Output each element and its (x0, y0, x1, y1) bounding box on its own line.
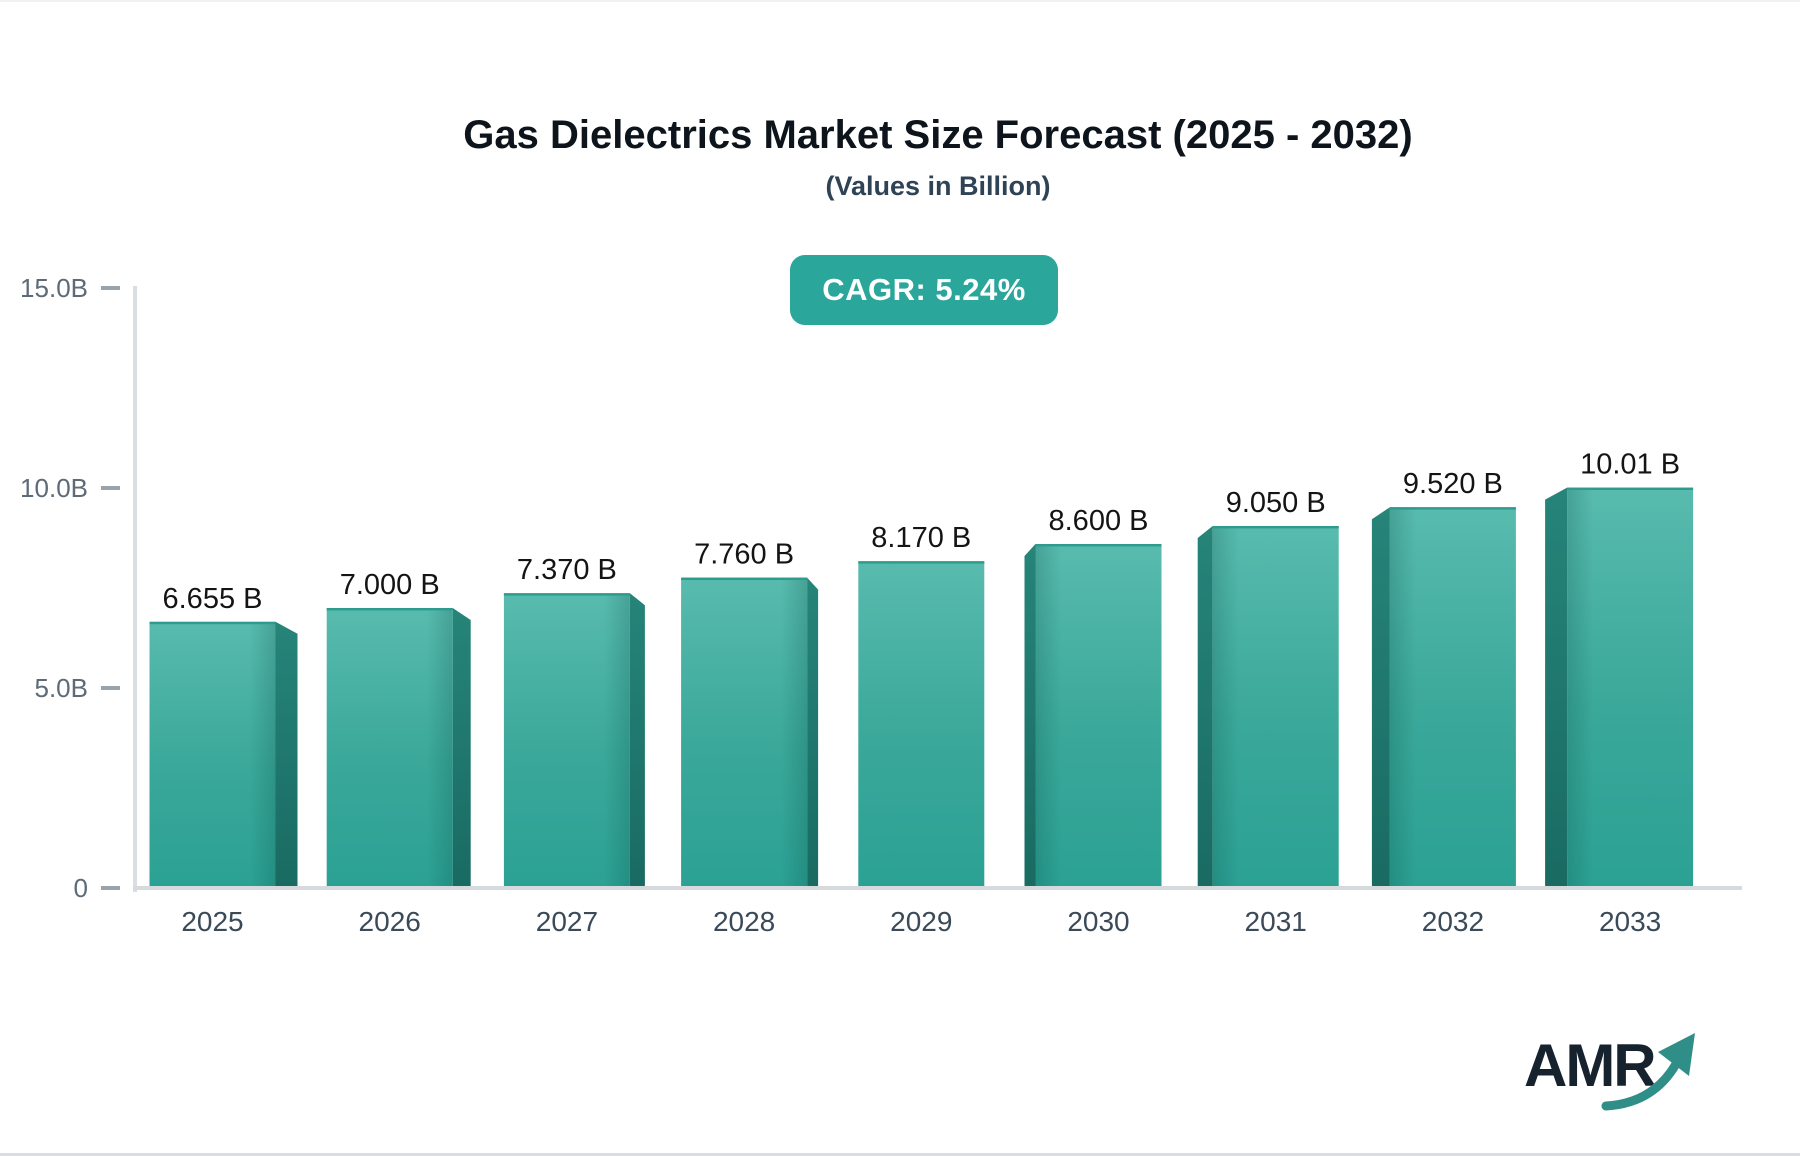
bar-side-panel (807, 577, 819, 886)
y-tick-mark (101, 886, 120, 890)
x-category-label: 2033 (1599, 906, 1661, 937)
x-category-label: 2032 (1422, 906, 1484, 937)
amr-logo-text: AMR (1524, 1032, 1657, 1099)
bar-2029 (858, 561, 985, 886)
bar-side-panel (1197, 526, 1213, 886)
y-tick-mark (101, 686, 120, 690)
bar-value-label: 9.520 B (1403, 468, 1503, 500)
bar-face-shade (1389, 507, 1416, 886)
bar-value-label: 10.01 B (1580, 449, 1680, 481)
bar-side-panel (275, 621, 298, 886)
amr-logo: AMR (1524, 1032, 1724, 1126)
y-tick-mark (101, 486, 120, 490)
x-category-label: 2027 (536, 906, 598, 937)
bar-top-edge (858, 561, 985, 564)
bar-top-edge (503, 593, 630, 596)
bar-face-shade (1567, 487, 1594, 886)
bar-top-edge (1567, 487, 1694, 490)
x-category-label: 2026 (359, 906, 421, 937)
chart-subtitle: (Values in Billion) (825, 171, 1051, 201)
bar-top-edge (1212, 526, 1339, 529)
y-tick-label: 0 (74, 873, 88, 903)
x-category-label: 2030 (1067, 906, 1129, 937)
x-baseline (133, 886, 1742, 890)
y-tick-label: 5.0B (35, 673, 89, 703)
y-tick-mark (101, 286, 120, 290)
bar-side-panel (1545, 487, 1568, 886)
bar-value-label: 9.050 B (1226, 487, 1326, 519)
bar-value-label: 7.000 B (340, 569, 440, 601)
cagr-badge-label: CAGR: 5.24% (822, 272, 1026, 307)
x-category-label: 2028 (713, 906, 775, 937)
bar-top-edge (1389, 507, 1516, 510)
cagr-badge: CAGR: 5.24% (790, 255, 1058, 325)
bar-face-shade (603, 593, 630, 886)
bar-side-panel (452, 608, 471, 886)
bar-value-label: 8.600 B (1049, 505, 1149, 537)
y-tick-label: 10.0B (20, 473, 88, 503)
bar-face-shade (781, 577, 808, 886)
bar-side-panel (1371, 507, 1390, 886)
y-axis-line (133, 286, 137, 892)
y-tick-label: 15.0B (20, 273, 88, 303)
bar-face-shade (426, 608, 453, 886)
bar-top-edge (149, 621, 276, 625)
bar-value-label: 7.370 B (517, 554, 617, 586)
x-category-label: 2029 (890, 906, 952, 937)
chart-title: Gas Dielectrics Market Size Forecast (20… (463, 113, 1413, 157)
bar-face-shade (1035, 544, 1062, 886)
logo-arrow-icon (1601, 1033, 1695, 1111)
bar-side-panel (1024, 544, 1036, 886)
bar-value-label: 6.655 B (163, 583, 263, 615)
bar-top-edge (1035, 544, 1162, 547)
x-category-label: 2031 (1245, 906, 1307, 937)
bar-value-label: 8.170 B (871, 522, 971, 554)
bar-face-shade (1212, 526, 1239, 886)
bar-value-label: 7.760 B (694, 539, 794, 571)
bar-side-panel (629, 593, 645, 886)
bar-face-shade (249, 621, 276, 886)
x-category-label: 2025 (181, 906, 243, 937)
bar-top-edge (681, 577, 808, 580)
bar-top-edge (326, 608, 453, 611)
